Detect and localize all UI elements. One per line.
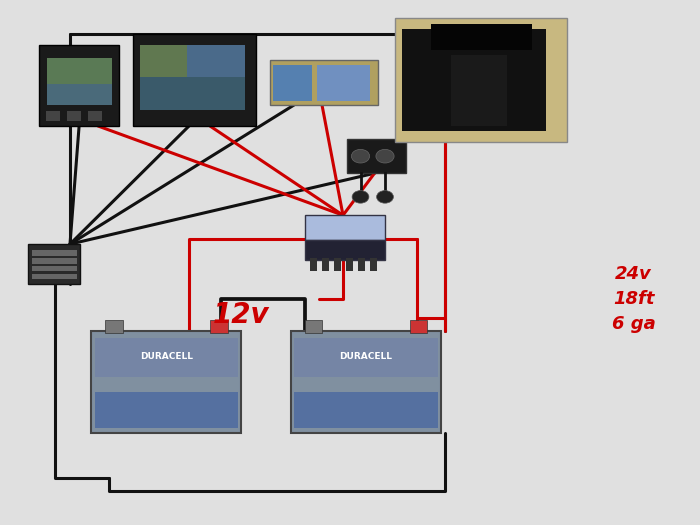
Circle shape — [352, 191, 369, 203]
Bar — [32, 274, 77, 279]
Bar — [32, 250, 77, 256]
Bar — [395, 18, 567, 142]
Bar — [310, 258, 317, 271]
Bar — [32, 266, 77, 271]
Bar — [47, 58, 112, 105]
Text: 12v: 12v — [214, 301, 270, 329]
Bar — [290, 331, 441, 433]
Bar — [94, 338, 238, 377]
Text: DURACELL: DURACELL — [340, 352, 392, 361]
Bar — [294, 392, 438, 428]
Bar — [94, 392, 238, 428]
Bar — [273, 65, 312, 101]
Bar — [46, 111, 60, 121]
Bar — [270, 60, 378, 105]
Bar — [140, 77, 245, 110]
Bar — [38, 45, 119, 126]
Bar — [304, 240, 385, 260]
Bar — [402, 29, 546, 131]
Bar — [91, 331, 241, 433]
Bar — [346, 258, 353, 271]
Bar — [210, 320, 228, 333]
Bar — [140, 45, 245, 110]
Text: DURACELL: DURACELL — [140, 352, 192, 361]
Circle shape — [377, 191, 393, 203]
Bar — [358, 258, 365, 271]
Text: 24v
18ft
6 ga: 24v 18ft 6 ga — [612, 265, 655, 333]
Bar — [66, 111, 80, 121]
Circle shape — [351, 149, 370, 163]
Bar — [410, 320, 427, 333]
Bar — [346, 139, 406, 173]
Bar — [88, 111, 102, 121]
Bar — [105, 320, 122, 333]
Bar — [304, 320, 322, 333]
Bar — [317, 65, 370, 101]
Bar — [47, 83, 112, 105]
Bar — [32, 258, 77, 264]
Bar — [334, 258, 341, 271]
Bar — [304, 215, 385, 240]
Bar — [430, 24, 532, 50]
Bar — [140, 45, 188, 77]
Circle shape — [376, 149, 394, 163]
Bar — [294, 338, 438, 377]
Bar — [452, 55, 508, 126]
Bar — [28, 244, 80, 284]
Bar — [322, 258, 329, 271]
Bar — [133, 34, 256, 126]
Bar — [370, 258, 377, 271]
